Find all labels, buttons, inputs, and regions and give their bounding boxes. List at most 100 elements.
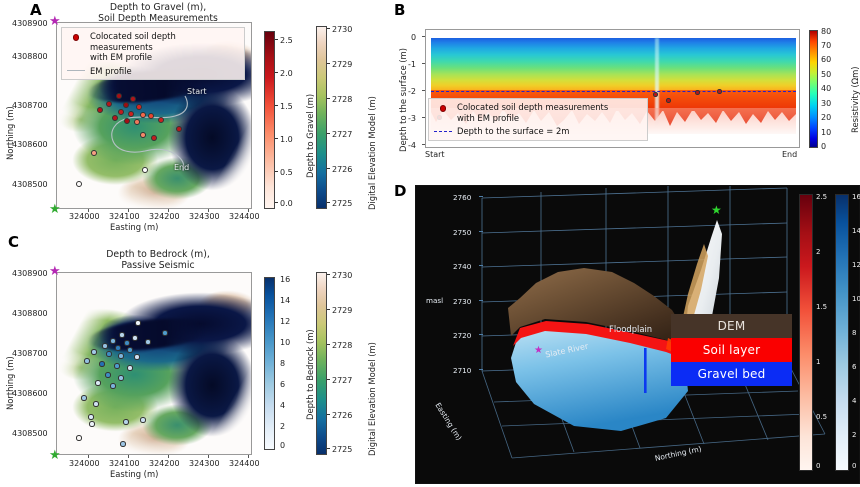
- soil-depth-point[interactable]: [123, 102, 129, 108]
- annotation-floodplain: Floodplain: [609, 324, 653, 334]
- bedrock-point[interactable]: [89, 421, 95, 427]
- panel-d-ztick-1: 2750: [453, 228, 472, 237]
- soil-depth-point[interactable]: [142, 167, 148, 173]
- legend-entry-depth-2m: Depth to the surface = 2m: [434, 126, 642, 137]
- soil-depth-point[interactable]: [124, 118, 130, 124]
- soil-depth-point[interactable]: [130, 96, 136, 102]
- cb-c-dem-tick-4: 2726: [332, 411, 353, 420]
- panel-d-plot-area[interactable]: ★ ★ Slate River Floodplain 2760 2750 274…: [415, 185, 860, 484]
- cb-b-tick-0: 80: [821, 27, 832, 36]
- bedrock-point[interactable]: [124, 340, 130, 346]
- cb-mark: [327, 202, 330, 203]
- panel-b-xtick-end: End: [782, 150, 798, 159]
- cb-a-dem-tick-1: 2729: [332, 60, 353, 69]
- soil-depth-point[interactable]: [91, 150, 97, 156]
- panel-b-plot-area[interactable]: Colocated soil depth measurements with E…: [425, 29, 800, 148]
- cb-d-grav-3: 10: [852, 295, 860, 303]
- panel-a-plot-area[interactable]: Start End: [56, 22, 252, 209]
- bedrock-point[interactable]: [81, 395, 87, 401]
- bedrock-point[interactable]: [145, 339, 151, 345]
- soil-depth-point[interactable]: [136, 104, 142, 110]
- panel-a-title-line2: Soil Depth Measurements: [98, 13, 218, 24]
- bedrock-point[interactable]: [134, 354, 140, 360]
- bedrock-point[interactable]: [110, 338, 116, 344]
- bedrock-point[interactable]: [162, 330, 168, 336]
- panel-c-dem-raster: [57, 273, 251, 454]
- bedrock-point[interactable]: [135, 320, 141, 326]
- bedrock-point[interactable]: [88, 414, 94, 420]
- soil-depth-point[interactable]: [140, 132, 146, 138]
- bedrock-point[interactable]: [84, 358, 90, 364]
- cb-a-dem-tick-0: 2730: [332, 25, 353, 34]
- soil-depth-point[interactable]: [158, 117, 164, 123]
- panel-b-point[interactable]: [717, 89, 722, 94]
- soil-depth-point[interactable]: [97, 107, 103, 113]
- bedrock-point[interactable]: [119, 332, 125, 338]
- panel-b-point[interactable]: [695, 90, 700, 95]
- bedrock-point[interactable]: [118, 375, 124, 381]
- legend-entry-em-profile: EM profile: [67, 66, 239, 77]
- panel-c-plot-area[interactable]: [56, 272, 252, 455]
- cb-c-dem-tick-1: 2729: [332, 306, 353, 315]
- soil-depth-point[interactable]: [134, 119, 140, 125]
- soil-depth-point[interactable]: [118, 109, 124, 115]
- cb-mark: [327, 63, 330, 64]
- soil-depth-point[interactable]: [76, 181, 82, 187]
- soil-depth-point[interactable]: [176, 126, 182, 132]
- panel-a-colorbar-depth-gravel: [264, 31, 275, 209]
- ztick-mark: [479, 334, 483, 335]
- soil-depth-point[interactable]: [151, 135, 157, 141]
- bedrock-point[interactable]: [127, 365, 133, 371]
- bedrock-point[interactable]: [118, 353, 124, 359]
- cb-mark: [327, 379, 330, 380]
- xtick-mark: [248, 455, 249, 458]
- panel-d-terrain-surface: [508, 220, 722, 431]
- panel-c-ytick-0: 4308900: [12, 269, 48, 278]
- panel-c-ytick-3: 4308600: [12, 389, 48, 398]
- soil-depth-point[interactable]: [148, 113, 154, 119]
- bedrock-point[interactable]: [76, 435, 82, 441]
- soil-depth-point[interactable]: [106, 101, 112, 107]
- bedrock-point[interactable]: [91, 349, 97, 355]
- ytick-mark: [422, 36, 425, 37]
- xtick-mark: [128, 455, 129, 458]
- cb-a-tick-3: 1.0: [280, 135, 293, 144]
- panel-b-point[interactable]: [653, 92, 658, 97]
- panel-a-ytick-3: 4308600: [12, 140, 48, 149]
- ztick-mark: [479, 231, 483, 232]
- bedrock-point[interactable]: [123, 419, 129, 425]
- red-dot-icon: [67, 31, 85, 41]
- bedrock-point[interactable]: [114, 363, 120, 369]
- panel-d-ztick-0: 2760: [453, 193, 472, 202]
- soil-depth-point[interactable]: [140, 112, 146, 118]
- bedrock-point[interactable]: [106, 351, 112, 357]
- bedrock-point[interactable]: [102, 343, 108, 349]
- panel-a-xtick-1: 324100: [109, 212, 140, 221]
- soil-depth-point[interactable]: [128, 111, 134, 117]
- bedrock-point[interactable]: [99, 361, 105, 367]
- panel-b-point[interactable]: [666, 98, 671, 103]
- legend-label-colocated: Colocated soil depth measurements with E…: [90, 31, 176, 62]
- panel-a-ytick-4: 4308500: [12, 180, 48, 189]
- bedrock-point[interactable]: [132, 335, 138, 341]
- bedrock-point[interactable]: [95, 380, 101, 386]
- cb-d-grav-2: 12: [852, 261, 860, 269]
- soil-depth-point[interactable]: [116, 93, 122, 99]
- bedrock-point[interactable]: [93, 401, 99, 407]
- bedrock-point[interactable]: [110, 383, 116, 389]
- bedrock-point[interactable]: [127, 347, 133, 353]
- magenta-star-icon: ★: [49, 14, 61, 29]
- cb-d-soil-5: 0: [816, 462, 821, 470]
- panel-b-artifact-streak: [655, 38, 659, 130]
- bedrock-point[interactable]: [140, 417, 146, 423]
- bedrock-point[interactable]: [120, 441, 126, 447]
- bedrock-point[interactable]: [105, 372, 111, 378]
- cb-mark: [275, 105, 278, 106]
- ytick-mark: [422, 144, 425, 145]
- cb-d-soil-1: 2: [816, 248, 821, 256]
- soil-depth-point[interactable]: [112, 115, 118, 121]
- bedrock-point[interactable]: [115, 345, 121, 351]
- legend-label-depth-2m: Depth to the surface = 2m: [457, 126, 570, 136]
- panel-a-xtick-2: 324200: [149, 212, 180, 221]
- cb-c-tick-5: 6: [280, 380, 286, 389]
